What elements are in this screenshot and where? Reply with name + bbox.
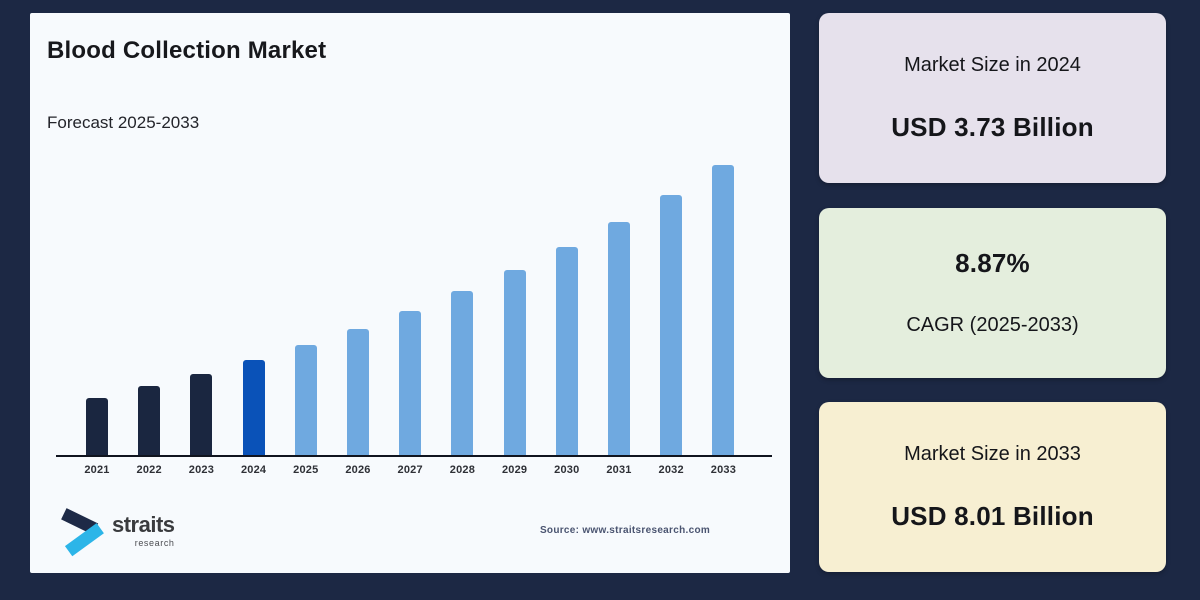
chart-subtitle: Forecast 2025-2033 bbox=[47, 113, 200, 132]
x-axis-line bbox=[56, 455, 772, 457]
bar-2032 bbox=[660, 195, 683, 455]
logo-text: straits research bbox=[112, 512, 175, 549]
x-axis-label-2027: 2027 bbox=[397, 464, 423, 476]
bar-chart: 2021 2022 2023 2024 2025 2026 2027 2028 2029 2030… bbox=[56, 163, 772, 476]
bar-2027 bbox=[399, 311, 422, 455]
bar-2028 bbox=[451, 291, 474, 455]
x-axis-label-2026: 2026 bbox=[345, 464, 371, 476]
x-axis-label-2033: 2033 bbox=[710, 464, 737, 476]
x-axis-label-2030: 2030 bbox=[554, 464, 580, 476]
stat-label-2033: Market Size in 2033 bbox=[904, 443, 1081, 466]
stat-card-market-size-2024: Market Size in 2024 USD 3.73 Billion bbox=[819, 13, 1166, 183]
stat-value-2033: USD 8.01 Billion bbox=[891, 501, 1094, 532]
bar-2025 bbox=[294, 345, 317, 455]
straits-research-logo: straits research bbox=[60, 507, 175, 557]
x-axis-label-2022: 2022 bbox=[136, 464, 162, 476]
bar-2033 bbox=[712, 165, 735, 455]
x-axis-label-2024: 2024 bbox=[240, 464, 267, 476]
stat-cards-column: Market Size in 2024 USD 3.73 Billion 8.8… bbox=[819, 13, 1166, 572]
x-axis-label-2031: 2031 bbox=[606, 464, 632, 476]
bar-2026 bbox=[347, 329, 369, 455]
x-axis-label-2025: 2025 bbox=[293, 464, 319, 476]
stat-card-cagr: 8.87% CAGR (2025-2033) bbox=[819, 207, 1166, 378]
stat-card-market-size-2033: Market Size in 2033 USD 8.01 Billion bbox=[819, 402, 1166, 572]
bar-2021 bbox=[86, 398, 108, 455]
stat-label-cagr: CAGR (2025-2033) bbox=[906, 314, 1079, 337]
logo-arrow-icon bbox=[61, 508, 104, 557]
x-axis-label-2021: 2021 bbox=[84, 464, 110, 476]
bar-2024 bbox=[242, 360, 265, 455]
bar-2029 bbox=[503, 270, 526, 455]
bar-2023 bbox=[190, 374, 213, 455]
logo-wordmark: straits bbox=[112, 512, 175, 537]
stat-value-cagr: 8.87% bbox=[955, 247, 1030, 278]
bar-2031 bbox=[608, 222, 630, 455]
bar-2030 bbox=[555, 247, 578, 455]
x-axis-label-2028: 2028 bbox=[449, 464, 476, 476]
logo-subtext: research bbox=[134, 538, 175, 548]
stat-value-2024: USD 3.73 Billion bbox=[891, 112, 1094, 143]
source-attribution: Source: www.straitsresearch.com bbox=[539, 525, 711, 536]
stat-label-2024: Market Size in 2024 bbox=[904, 54, 1081, 77]
x-axis-label-2029: 2029 bbox=[501, 464, 528, 476]
chart-card: Blood Collection Market Forecast 2025-20… bbox=[30, 13, 790, 573]
x-axis-label-2032: 2032 bbox=[658, 464, 684, 476]
chart-title: Blood Collection Market bbox=[47, 37, 327, 64]
bar-2022 bbox=[138, 386, 161, 455]
x-axis-label-2023: 2023 bbox=[188, 464, 215, 476]
